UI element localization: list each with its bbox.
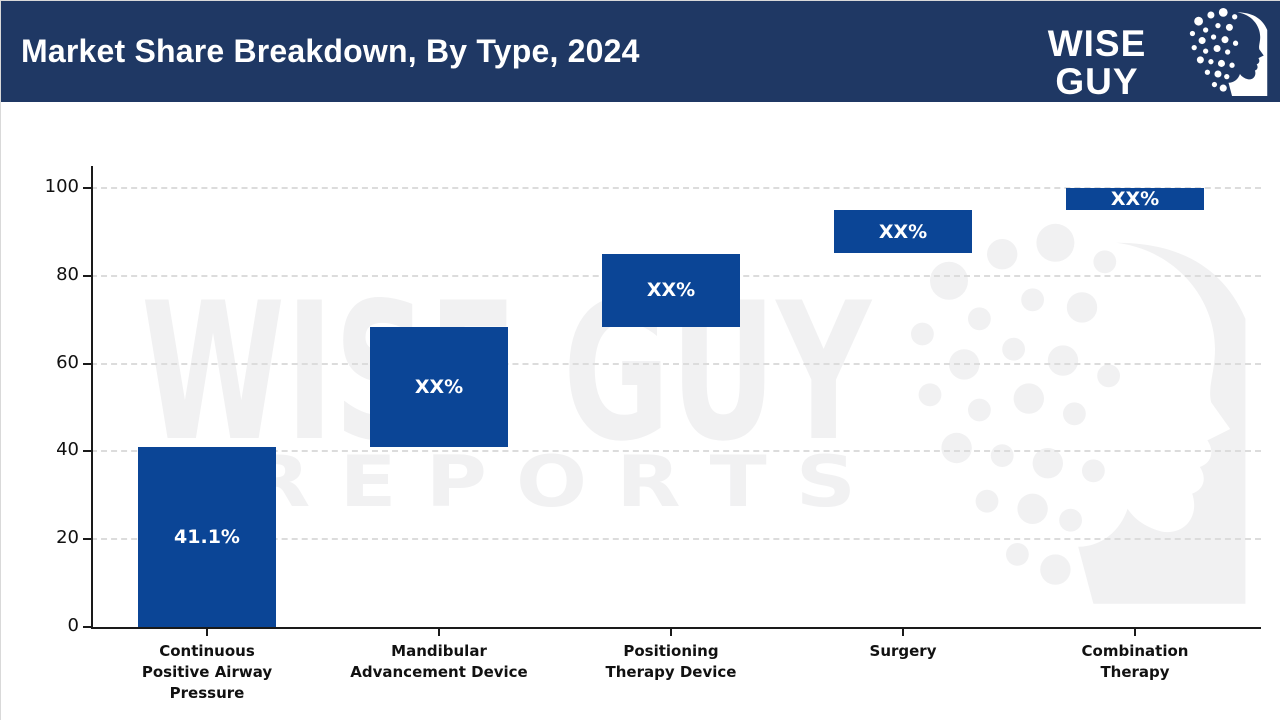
y-tick-mark [83, 274, 91, 277]
y-tick-mark [83, 362, 91, 365]
header-banner: Market Share Breakdown, By Type, 2024 WI… [1, 1, 1280, 131]
y-tick-label: 100 [44, 176, 79, 197]
x-tick-mark [1134, 629, 1136, 636]
y-tick-label: 20 [56, 527, 79, 549]
dotted-head-icon [1189, 8, 1268, 96]
y-tick-mark [83, 187, 91, 189]
x-tick-mark [902, 629, 904, 636]
y-tick-label: 40 [56, 439, 79, 461]
bar-value-label: XX% [646, 279, 696, 302]
x-category-label: Positioning Therapy Device [605, 642, 737, 681]
y-tick-mark [83, 450, 91, 453]
bar-continuous-positive-airway-pressure: 41.1% [138, 446, 276, 627]
brand-logo: WISE GUY R E P O R T S [1011, 1, 1271, 131]
y-axis-line [91, 166, 93, 629]
gridline [91, 538, 1261, 541]
x-category-label: Mandibular Advancement Device [350, 642, 528, 681]
plot-layer: 0 20 40 60 80 100 41.1% Continuous Positive Air… [1, 102, 1280, 720]
chart-title: Market Share Breakdown, By Type, 2024 [21, 33, 640, 69]
bar-mandibular-advancement-device: XX% [370, 326, 508, 447]
x-category-label: Continuous Positive Airway Pressure [141, 642, 273, 702]
brand-name: WISE GUY [1047, 23, 1147, 102]
bar-positioning-therapy-device: XX% [602, 253, 740, 327]
y-tick-label: 0 [67, 615, 79, 636]
gridline [91, 450, 1261, 453]
y-tick-label: 80 [56, 263, 79, 285]
x-category-label: Combination Therapy [1081, 642, 1189, 681]
x-category-label: Surgery [869, 642, 937, 660]
gridline [91, 187, 1261, 189]
bar-value-label: XX% [878, 220, 928, 243]
x-tick-mark [438, 629, 440, 636]
bar-surgery: XX% [834, 210, 972, 254]
x-tick-mark [670, 629, 672, 636]
bar-value-label: XX% [1110, 187, 1160, 210]
gridline [91, 362, 1261, 365]
x-tick-mark [206, 629, 208, 636]
bar-value-label: 41.1% [174, 525, 240, 548]
y-tick-mark [83, 626, 91, 628]
y-tick-label: 60 [56, 351, 79, 373]
bar-combination-therapy: XX% [1066, 187, 1204, 211]
chart-area: WISE GUY R E P O R T S 0 20 40 60 80 100 41.1%… [1, 102, 1280, 720]
bar-value-label: XX% [414, 375, 464, 398]
x-axis-line [91, 627, 1261, 629]
y-tick-mark [83, 538, 91, 541]
